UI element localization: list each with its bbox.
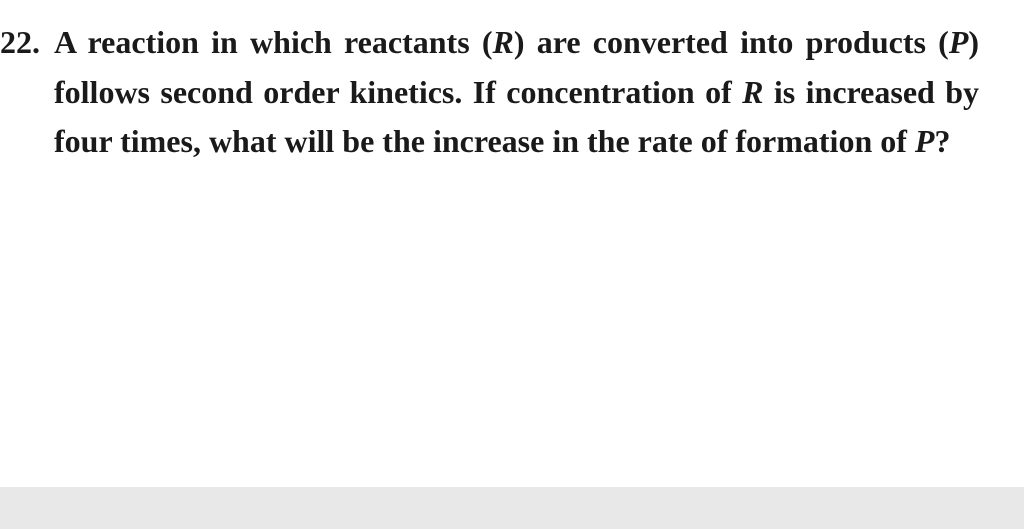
question-container: 22. A reaction in which reactants (R) ar… — [0, 0, 1024, 167]
variable-p: P — [949, 24, 969, 60]
text-segment: ) are converted — [514, 24, 728, 60]
text-segment: ? — [934, 123, 950, 159]
variable-p: P — [915, 123, 935, 159]
question-text: A reaction in which reactants (R) are co… — [54, 18, 979, 167]
bottom-band — [0, 487, 1024, 529]
text-segment: concentration of — [506, 74, 742, 110]
text-segment: will be the increase in the rate of form… — [285, 123, 915, 159]
text-segment: A reaction in which reactants ( — [54, 24, 493, 60]
variable-r: R — [493, 24, 514, 60]
text-segment: into products ( — [740, 24, 949, 60]
question-number: 22. — [0, 18, 54, 66]
variable-r: R — [742, 74, 763, 110]
